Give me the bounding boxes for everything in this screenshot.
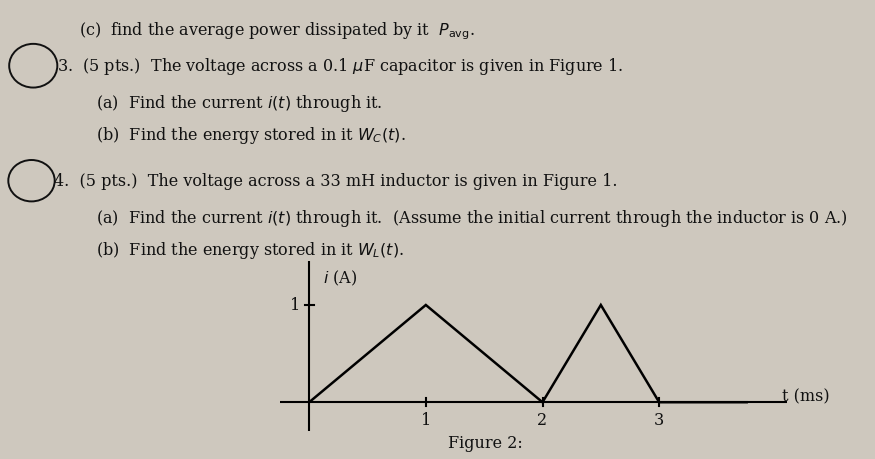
Text: 1: 1 (421, 411, 431, 428)
Text: $i$ (A): $i$ (A) (323, 269, 358, 288)
Text: (a)  Find the current $i(t)$ through it.: (a) Find the current $i(t)$ through it. (96, 93, 383, 114)
Text: Figure 2:: Figure 2: (448, 435, 523, 451)
Text: 1: 1 (290, 297, 300, 314)
Text: 2: 2 (537, 411, 548, 428)
Text: 3.  (5 pts.)  The voltage across a 0.1 $\mu$F capacitor is given in Figure 1.: 3. (5 pts.) The voltage across a 0.1 $\m… (57, 56, 623, 77)
Text: (b)  Find the energy stored in it $W_C(t)$.: (b) Find the energy stored in it $W_C(t)… (96, 125, 406, 146)
Text: (a)  Find the current $i(t)$ through it.  (Assume the initial current through th: (a) Find the current $i(t)$ through it. … (96, 207, 848, 229)
Text: (c)  find the average power dissipated by it  $P_{\mathrm{avg}}$.: (c) find the average power dissipated by… (79, 21, 474, 42)
Text: 4.  (5 pts.)  The voltage across a 33 mH inductor is given in Figure 1.: 4. (5 pts.) The voltage across a 33 mH i… (54, 173, 618, 190)
Text: t (ms): t (ms) (781, 387, 830, 404)
Text: (b)  Find the energy stored in it $W_L(t)$.: (b) Find the energy stored in it $W_L(t)… (96, 240, 404, 261)
Text: 3: 3 (654, 411, 664, 428)
